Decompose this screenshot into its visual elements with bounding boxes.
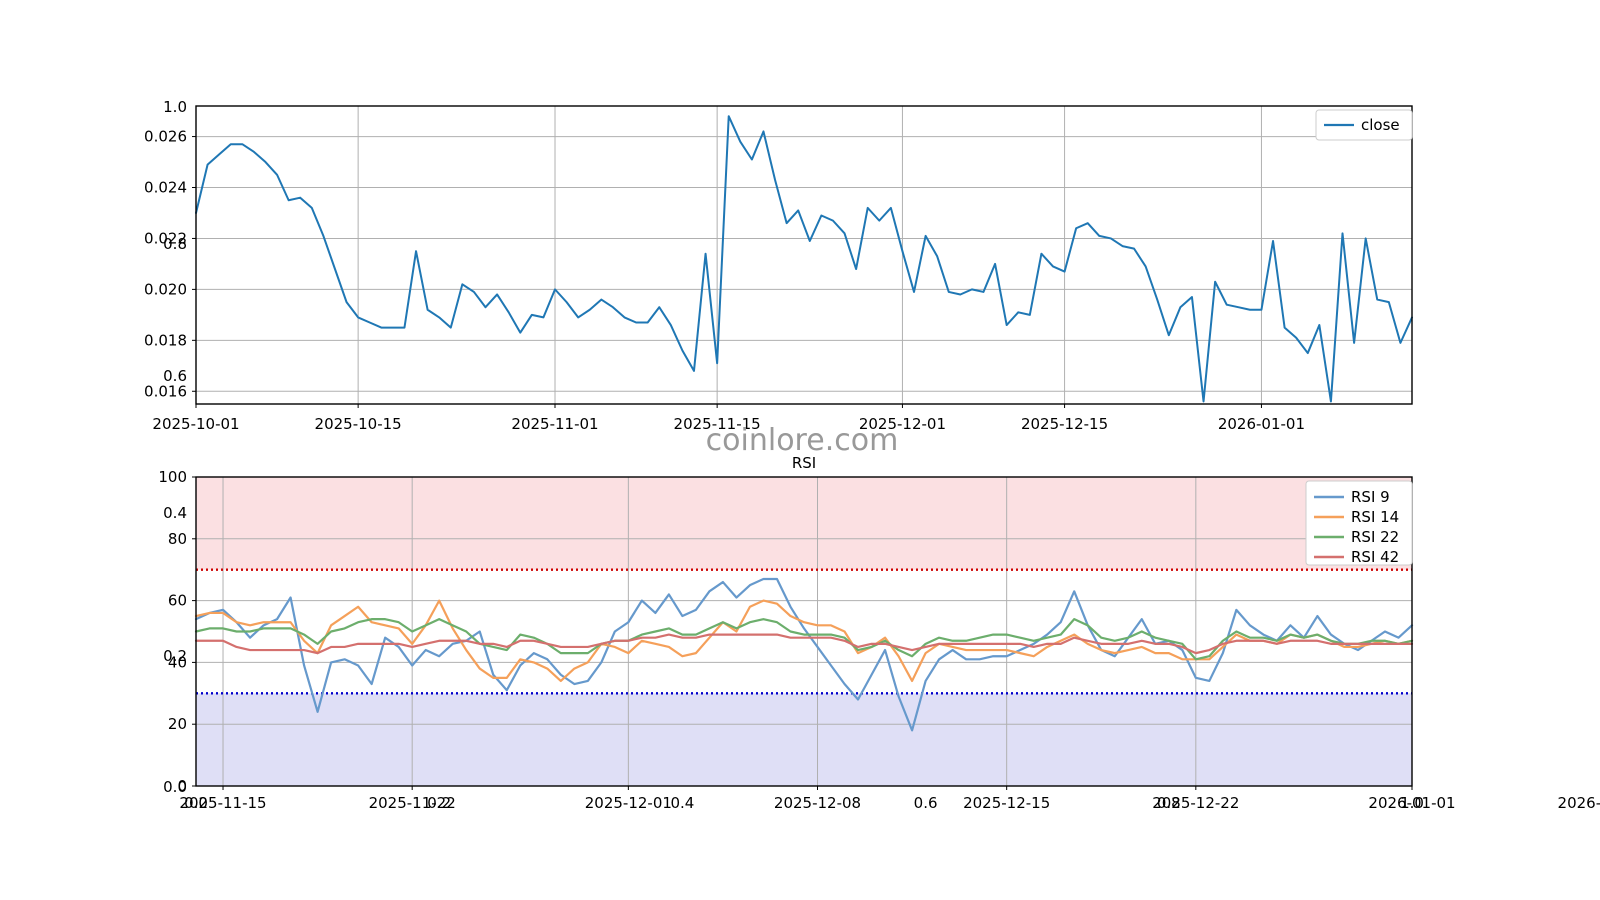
- rsi-y-tick-label: 60: [168, 592, 187, 610]
- price-y-tick-label-secondary: 0.6: [163, 367, 187, 385]
- rsi-x-tick-label: 2025-12-22: [1152, 794, 1239, 812]
- rsi-legend: RSI 9 RSI 14 RSI 22 RSI 42: [1305, 480, 1413, 566]
- rsi-x-tick-label: 2025-11-22: [369, 794, 456, 812]
- rsi-x-tick-label-secondary: 1.0: [1400, 794, 1424, 812]
- rsi-x-tick-label: 2026-01-01: [1368, 794, 1455, 812]
- rsi-y-tick-label: 20: [168, 715, 187, 733]
- price-x-tick-label: 2025-11-15: [674, 415, 761, 433]
- rsi-y-tick-label: 80: [168, 530, 187, 548]
- rsi-panel: 0 20 40 60 80 100 0.0 0.2 0.4 2025-11-15 2025-11-2…: [158, 454, 1600, 812]
- rsi-line-rsi-9: [194, 577, 1414, 732]
- price-y-tick-label-secondary: 0.8: [163, 235, 187, 253]
- price-y-tick-label: 0.024: [144, 179, 187, 197]
- rsi-legend-label-rsi-42: RSI 42: [1351, 548, 1399, 566]
- rsi-line-rsi-22: [194, 618, 1414, 661]
- rsi-x-tick-label: 2025-11-15: [179, 794, 266, 812]
- price-y-tick-label-secondary: 1.0: [163, 98, 187, 116]
- price-plot-area: [196, 106, 1412, 404]
- rsi-legend-label-rsi-9: RSI 9: [1351, 488, 1390, 506]
- price-y-tick-label: 0.022: [144, 229, 187, 247]
- price-legend-label-close: close: [1361, 116, 1400, 134]
- close-price-line: [195, 115, 1413, 403]
- rsi-x-tick-label: 2025-12-01: [585, 794, 672, 812]
- rsi-panel-title: RSI: [792, 454, 816, 472]
- rsi-y-tick-label: 0: [177, 777, 187, 795]
- price-y-tick-label: 0.018: [144, 331, 187, 349]
- rsi-x-tick-label: 2025-12-08: [774, 794, 861, 812]
- price-x-tick-label: 2025-12-15: [1021, 415, 1108, 433]
- rsi-legend-box: [1305, 480, 1413, 566]
- price-y-tick-label: 0.016: [144, 382, 187, 400]
- price-x-tick-label: 2025-12-01: [859, 415, 946, 433]
- coinlore-watermark: coinlore.com: [706, 423, 899, 458]
- rsi-x-tick-label-secondary: 0.8: [1157, 794, 1181, 812]
- price-legend-box: [1315, 109, 1413, 141]
- rsi-x-tick-label-secondary: 0.4: [670, 794, 694, 812]
- price-x-tick-label: 2025-10-15: [315, 415, 402, 433]
- rsi-x-tick-label-secondary: 0.6: [914, 794, 938, 812]
- rsi-y-tick-label-secondary: 0.0: [163, 778, 187, 796]
- rsi-legend-label-rsi-14: RSI 14: [1351, 508, 1399, 526]
- price-x-tick-label: 2025-10-01: [152, 415, 239, 433]
- rsi-x-tick-label-secondary: 0.0: [184, 794, 208, 812]
- price-x-tick-label: 2026-01-01: [1218, 415, 1305, 433]
- price-panel-frame: [195, 105, 1413, 405]
- rsi-x-tick-label-secondary: 0.2: [427, 794, 451, 812]
- price-x-tick-label: 2025-11-01: [511, 415, 598, 433]
- rsi-band-oversold: [196, 693, 1412, 786]
- price-legend: close: [1315, 109, 1413, 141]
- rsi-line-rsi-42: [194, 633, 1414, 655]
- rsi-y-tick-label: 100: [158, 468, 187, 486]
- rsi-panel-frame: [195, 476, 1413, 787]
- rsi-x-tick-label: 2026-01-08: [1558, 794, 1600, 812]
- rsi-y-tick-label-secondary: 0.4: [163, 504, 187, 522]
- price-panel: 0.016 0.018 0.020 0.022 0.024 0.026 0.6 0.8 1.0 2…: [144, 98, 1413, 433]
- price-y-tick-label: 0.020: [144, 280, 187, 298]
- rsi-y-tick-label-secondary: 0.2: [163, 647, 187, 665]
- rsi-band-overbought: [196, 477, 1412, 570]
- rsi-legend-label-rsi-22: RSI 22: [1351, 528, 1399, 546]
- rsi-line-rsi-14: [194, 599, 1414, 683]
- rsi-x-tick-label: 2025-12-15: [963, 794, 1050, 812]
- rsi-y-tick-label: 40: [168, 653, 187, 671]
- price-y-tick-label: 0.026: [144, 128, 187, 146]
